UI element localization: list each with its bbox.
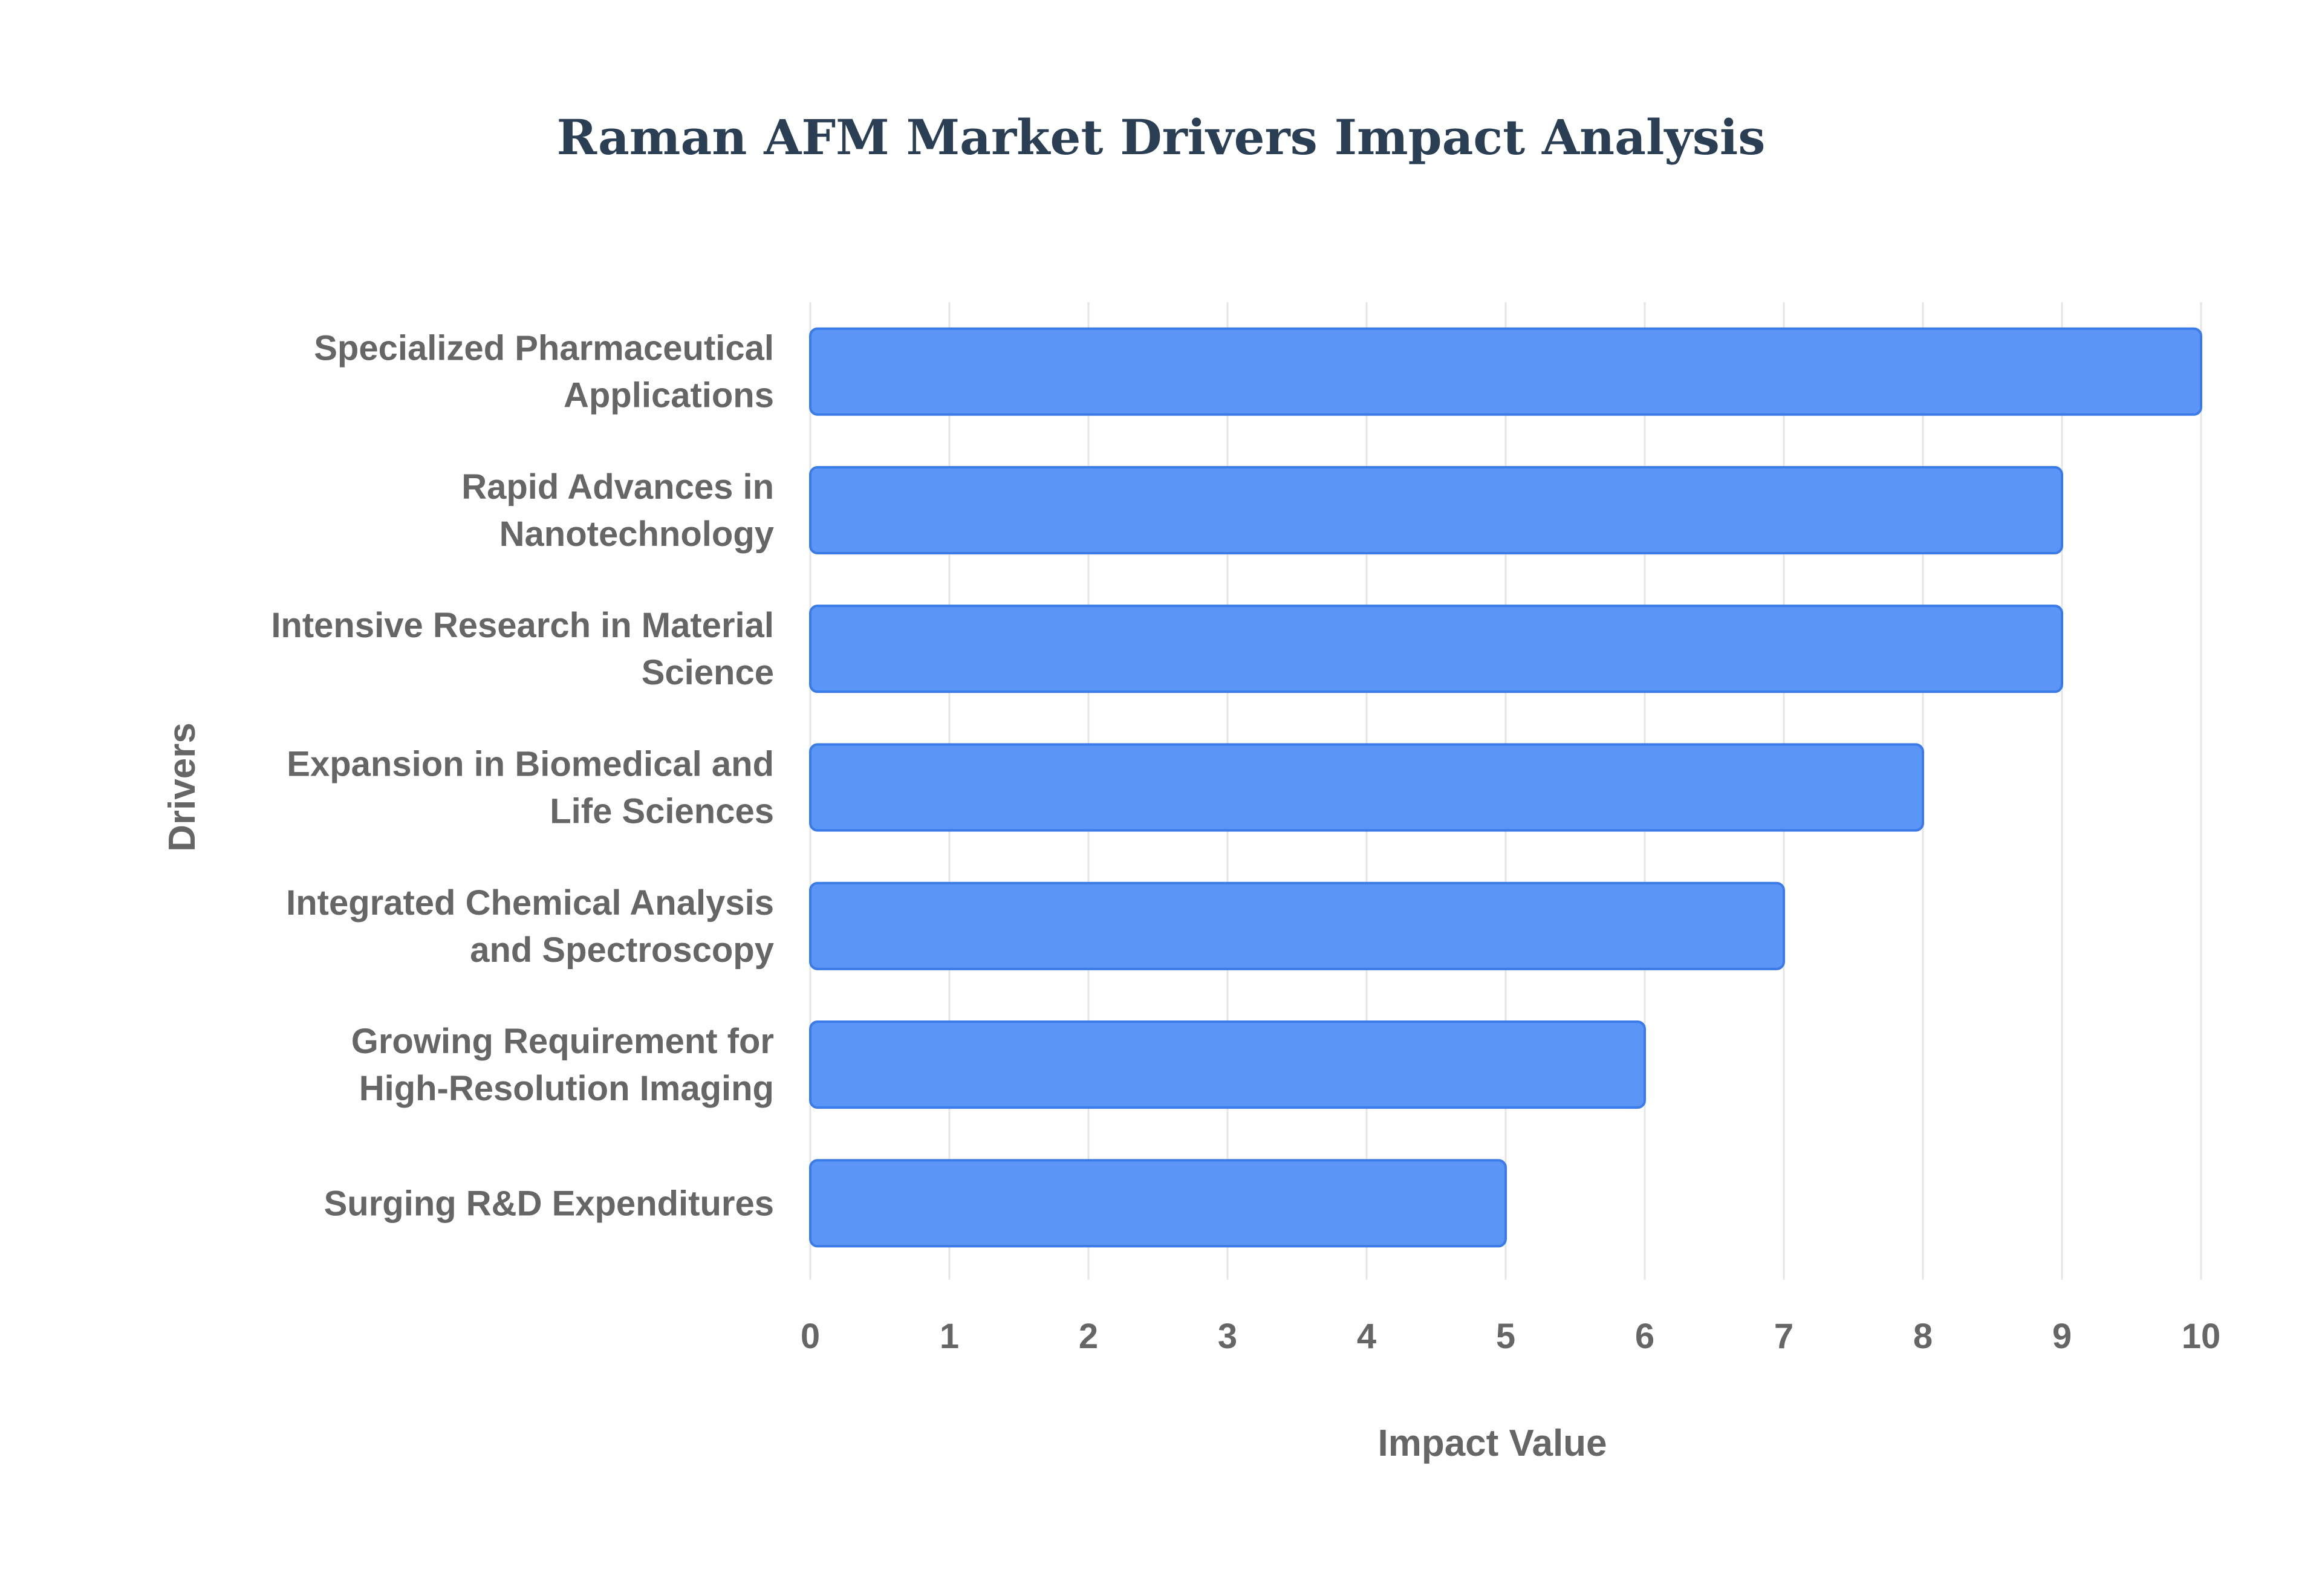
bar-5: [809, 881, 1785, 970]
category-label-7-line-1: Surging R&D Expenditures: [324, 1184, 774, 1223]
bar-6: [809, 1020, 1646, 1109]
category-label-6-line-1: Growing Requirement for: [351, 1022, 774, 1061]
bar-7: [809, 1159, 1507, 1248]
x-tick-label-10: 10: [2182, 1317, 2221, 1356]
x-tick-label-7: 7: [1774, 1317, 1794, 1356]
category-label-3-line-1: Intensive Research in Material: [271, 606, 774, 645]
category-label-4-line-2: Life Sciences: [550, 792, 774, 831]
category-label-5-line-2: and Spectroscopy: [470, 930, 774, 970]
bar-1: [809, 327, 2202, 416]
category-label-1-line-1: Specialized Pharmaceutical: [314, 329, 774, 368]
chart-title: Raman AFM Market Drivers Impact Analysis: [557, 109, 1766, 166]
category-label-4-line-1: Expansion in Biomedical and: [287, 745, 774, 784]
x-tick-label-4: 4: [1357, 1317, 1376, 1356]
bar-4: [809, 743, 1924, 832]
category-label-3-line-2: Science: [642, 653, 774, 692]
category-label-2-line-2: Nanotechnology: [499, 514, 774, 554]
category-label-1-line-2: Applications: [564, 376, 774, 415]
category-label-5-line-1: Integrated Chemical Analysis: [286, 883, 774, 923]
x-tick-label-0: 0: [801, 1317, 820, 1356]
x-tick-labels: 0 1 2 3 4 5 6 7 8 9 10: [801, 1317, 2220, 1356]
x-axis-title: Impact Value: [1377, 1422, 1607, 1464]
bar-3: [809, 605, 2063, 693]
category-label-2-line-1: Rapid Advances in: [461, 467, 774, 507]
x-tick-label-1: 1: [940, 1317, 959, 1356]
x-tick-label-9: 9: [2052, 1317, 2072, 1356]
bar-2: [809, 465, 2063, 555]
category-labels: Specialized Pharmaceutical Applications Ra…: [271, 329, 774, 1224]
x-tick-label-8: 8: [1913, 1317, 1933, 1356]
bar-layer: [809, 327, 2202, 1248]
y-axis-title: Drivers: [161, 722, 203, 852]
x-tick-label-2: 2: [1079, 1317, 1098, 1356]
x-tick-label-6: 6: [1635, 1317, 1654, 1356]
category-label-6-line-2: High-Resolution Imaging: [359, 1069, 774, 1108]
x-tick-label-3: 3: [1218, 1317, 1237, 1356]
x-tick-label-5: 5: [1496, 1317, 1515, 1356]
